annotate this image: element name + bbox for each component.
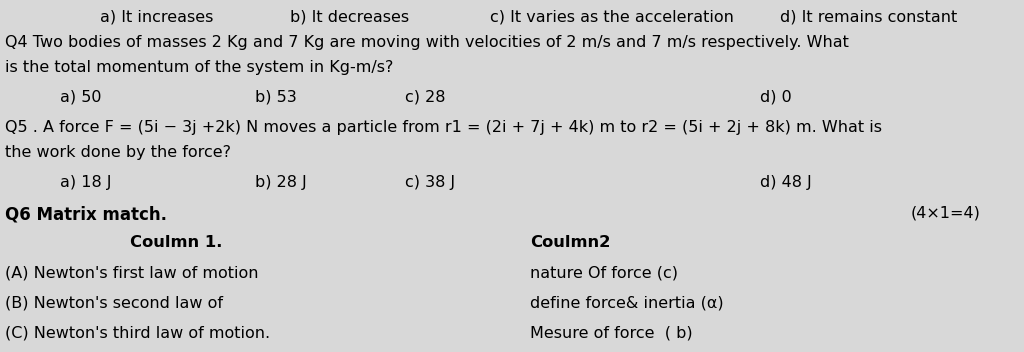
Text: b) 28 J: b) 28 J [255, 175, 307, 190]
Text: a) It increases: a) It increases [100, 10, 213, 25]
Text: define force& inertia (α): define force& inertia (α) [530, 295, 724, 310]
Text: a) 18 J: a) 18 J [60, 175, 112, 190]
Text: nature Of force (c): nature Of force (c) [530, 265, 678, 280]
Text: Mesure of force  ( b): Mesure of force ( b) [530, 325, 692, 340]
Text: (B) Newton's second law of: (B) Newton's second law of [5, 295, 223, 310]
Text: (C) Newton's third law of motion.: (C) Newton's third law of motion. [5, 325, 270, 340]
Text: d) 48 J: d) 48 J [760, 175, 812, 190]
Text: the work done by the force?: the work done by the force? [5, 145, 231, 160]
Text: d) It remains constant: d) It remains constant [780, 10, 957, 25]
Text: c) It varies as the acceleration: c) It varies as the acceleration [490, 10, 734, 25]
Text: Coulmn2: Coulmn2 [530, 235, 610, 250]
Text: Q4 Two bodies of masses 2 Kg and 7 Kg are moving with velocities of 2 m/s and 7 : Q4 Two bodies of masses 2 Kg and 7 Kg ar… [5, 35, 849, 50]
Text: (A) Newton's first law of motion: (A) Newton's first law of motion [5, 265, 258, 280]
Text: d) 0: d) 0 [760, 90, 792, 105]
Text: Coulmn 1.: Coulmn 1. [130, 235, 222, 250]
Text: (4×1=4): (4×1=4) [910, 205, 980, 220]
Text: is the total momentum of the system in Kg-m/s?: is the total momentum of the system in K… [5, 60, 393, 75]
Text: c) 28: c) 28 [406, 90, 445, 105]
Text: Q5 . A force F = (5i − 3j +2k) N moves a particle from r1 = (2i + 7j + 4k) m to : Q5 . A force F = (5i − 3j +2k) N moves a… [5, 120, 882, 135]
Text: b) It decreases: b) It decreases [290, 10, 410, 25]
Text: a) 50: a) 50 [60, 90, 101, 105]
Text: Q6 Matrix match.: Q6 Matrix match. [5, 205, 167, 223]
Text: b) 53: b) 53 [255, 90, 297, 105]
Text: c) 38 J: c) 38 J [406, 175, 455, 190]
